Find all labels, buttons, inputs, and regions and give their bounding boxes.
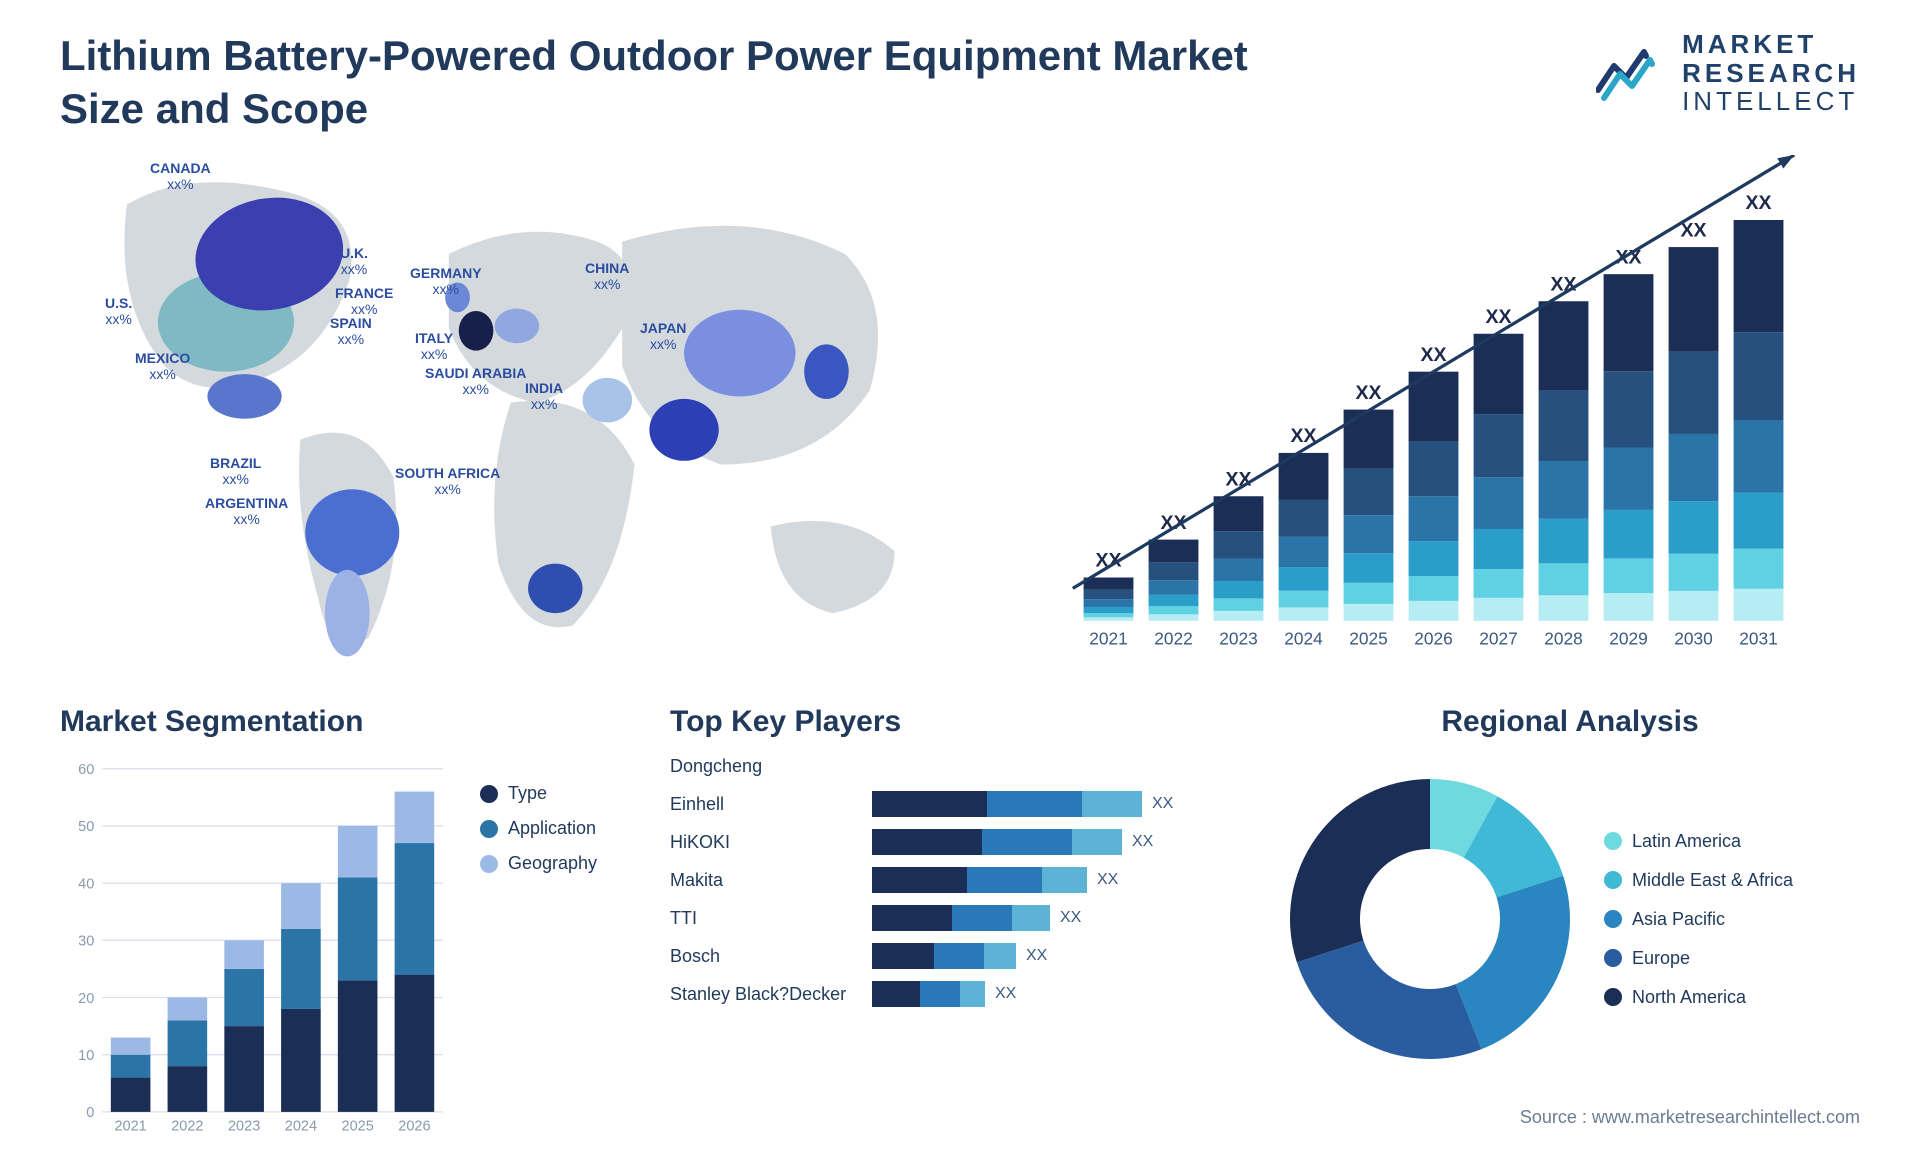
player-bar (872, 981, 985, 1007)
regional-donut (1280, 769, 1580, 1069)
page-title: Lithium Battery-Powered Outdoor Power Eq… (60, 30, 1260, 135)
logo-line1: MARKET (1682, 30, 1860, 59)
svg-text:2025: 2025 (342, 1118, 374, 1134)
map-label: SOUTH AFRICAxx% (395, 465, 500, 497)
player-bar (872, 829, 1122, 855)
legend-item: Asia Pacific (1604, 909, 1793, 930)
map-label: FRANCExx% (335, 285, 393, 317)
svg-text:2023: 2023 (228, 1118, 260, 1134)
player-name: Einhell (670, 794, 860, 815)
player-name: HiKOKI (670, 832, 860, 853)
legend-item: Geography (480, 853, 640, 874)
svg-text:XX: XX (1746, 192, 1772, 214)
legend-item: Middle East & Africa (1604, 870, 1793, 891)
svg-text:2027: 2027 (1480, 629, 1519, 649)
brand-logo: MARKET RESEARCH INTELLECT (1596, 30, 1860, 116)
svg-text:50: 50 (78, 819, 94, 835)
player-name: Makita (670, 870, 860, 891)
player-row: Makita XX (670, 867, 1240, 893)
svg-text:0: 0 (86, 1105, 94, 1121)
map-label: JAPANxx% (640, 320, 686, 352)
map-label: CHINAxx% (585, 260, 629, 292)
svg-text:XX: XX (1486, 306, 1512, 328)
source-attribution: Source : www.marketresearchintellect.com (1520, 1107, 1860, 1128)
map-label: ARGENTINAxx% (205, 495, 288, 527)
player-bar (872, 943, 1016, 969)
player-bar (872, 905, 1050, 931)
map-label: BRAZILxx% (210, 455, 261, 487)
legend-item: Application (480, 818, 640, 839)
legend-item: Latin America (1604, 831, 1793, 852)
svg-text:60: 60 (78, 762, 94, 778)
svg-text:2030: 2030 (1675, 629, 1714, 649)
player-value: XX (1152, 795, 1173, 813)
player-row: Bosch XX (670, 943, 1240, 969)
svg-text:2024: 2024 (285, 1118, 317, 1134)
svg-text:2021: 2021 (114, 1118, 146, 1134)
svg-text:2025: 2025 (1350, 629, 1389, 649)
map-label: U.K.xx% (340, 245, 368, 277)
players-chart: DongchengEinhellXXHiKOKIXXMakitaXXTTIXXB… (670, 753, 1250, 1085)
svg-text:2022: 2022 (171, 1118, 203, 1134)
svg-text:2021: 2021 (1090, 629, 1129, 649)
segmentation-chart: 0 10 20 30 40 50 60 2021 2022 2023 2024 2025 2026 (60, 753, 456, 1154)
player-row: HiKOKI XX (670, 829, 1240, 855)
player-value: XX (1097, 871, 1118, 889)
map-label: INDIAxx% (525, 380, 563, 412)
player-value: XX (1026, 947, 1047, 965)
segmentation-title: Market Segmentation (60, 705, 640, 739)
regional-title: Regional Analysis (1280, 705, 1860, 739)
player-row: Stanley Black?Decker XX (670, 981, 1240, 1007)
svg-text:2022: 2022 (1155, 629, 1194, 649)
map-label: SPAINxx% (330, 315, 372, 347)
segmentation-panel: Market Segmentation 01020304050602021202… (60, 705, 640, 1085)
player-name: TTI (670, 908, 860, 929)
player-row: Dongcheng (670, 753, 1240, 779)
svg-text:XX: XX (1356, 382, 1382, 404)
svg-text:20: 20 (78, 991, 94, 1007)
player-name: Stanley Black?Decker (670, 984, 860, 1005)
player-value: XX (995, 985, 1016, 1003)
svg-text:2024: 2024 (1285, 629, 1324, 649)
map-label: ITALYxx% (415, 330, 453, 362)
market-size-chart: XX2021XX2022XX2023XX2024XX2025XX2026XX20… (1001, 155, 1860, 675)
players-title: Top Key Players (670, 705, 1250, 739)
segmentation-legend: Type Application Geography (480, 753, 640, 1154)
player-row: TTI XX (670, 905, 1240, 931)
legend-item: Europe (1604, 948, 1793, 969)
logo-line2: RESEARCH (1682, 59, 1860, 88)
legend-item: North America (1604, 987, 1793, 1008)
player-name: Bosch (670, 946, 860, 967)
player-value: XX (1060, 909, 1081, 927)
svg-text:2028: 2028 (1545, 629, 1584, 649)
svg-text:2029: 2029 (1610, 629, 1649, 649)
logo-line3: INTELLECT (1682, 87, 1860, 116)
map-label: SAUDI ARABIAxx% (425, 365, 526, 397)
player-bar (872, 791, 1142, 817)
regional-panel: Regional Analysis Latin America Middle Ea… (1280, 705, 1860, 1085)
map-label: U.S.xx% (105, 295, 132, 327)
player-bar (872, 867, 1087, 893)
map-label: CANADAxx% (150, 160, 211, 192)
svg-text:XX: XX (1421, 344, 1447, 366)
logo-icon (1596, 42, 1668, 104)
world-map: CANADAxx% U.S.xx%MEXICOxx% BRAZILxx% ARGENT… (60, 155, 961, 675)
svg-text:10: 10 (78, 1048, 94, 1064)
svg-text:40: 40 (78, 876, 94, 892)
svg-text:2031: 2031 (1740, 629, 1779, 649)
player-value: XX (1132, 833, 1153, 851)
map-label: MEXICOxx% (135, 350, 190, 382)
players-panel: Top Key Players DongchengEinhellXXHiKOKI… (670, 705, 1250, 1085)
svg-text:30: 30 (78, 934, 94, 950)
legend-item: Type (480, 783, 640, 804)
svg-text:2026: 2026 (398, 1118, 430, 1134)
svg-text:2023: 2023 (1220, 629, 1259, 649)
svg-text:2026: 2026 (1415, 629, 1454, 649)
map-label: GERMANYxx% (410, 265, 482, 297)
player-row: Einhell XX (670, 791, 1240, 817)
player-name: Dongcheng (670, 756, 860, 777)
regional-legend: Latin America Middle East & Africa Asia Pa… (1604, 831, 1793, 1008)
